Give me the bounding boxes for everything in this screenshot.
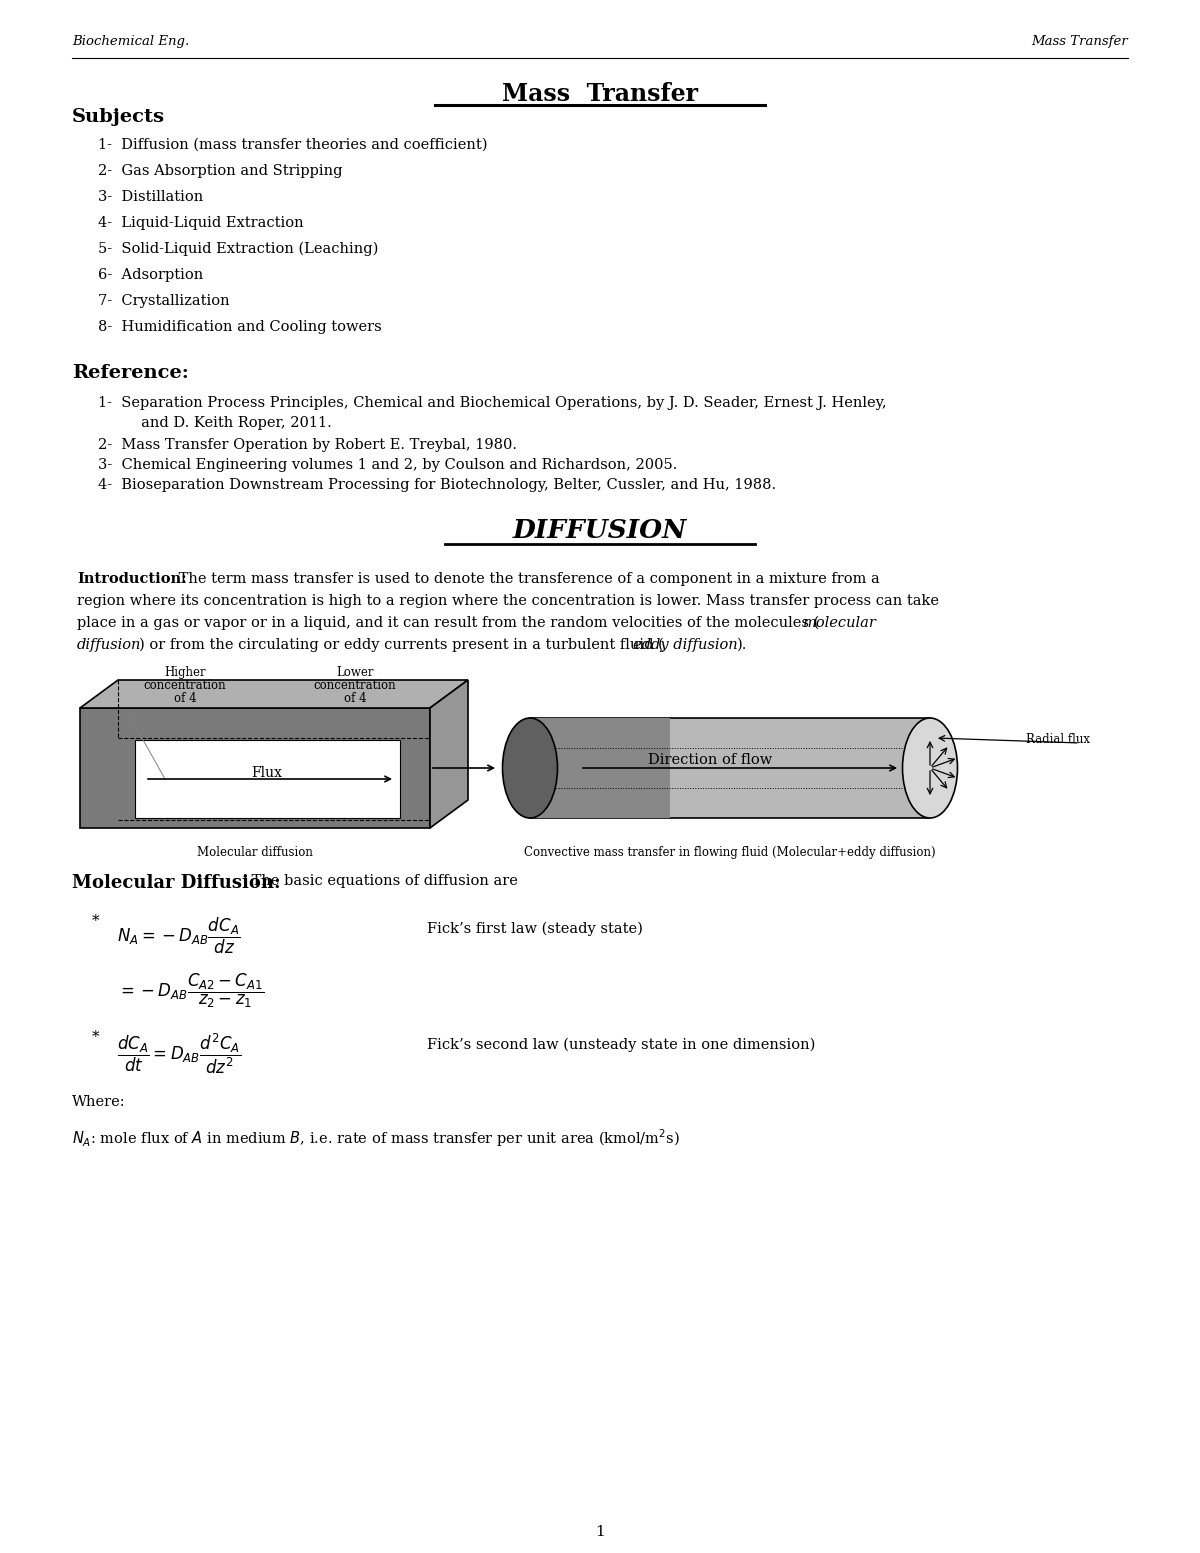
Text: $= -D_{AB}\dfrac{C_{A2}-C_{A1}}{z_{2}-z_{1}}$: $= -D_{AB}\dfrac{C_{A2}-C_{A1}}{z_{2}-z_… [118,972,264,1009]
Text: concentration: concentration [313,679,396,693]
Text: $N_{A} = -D_{AB}\dfrac{dC_{A}}{dz}$: $N_{A} = -D_{AB}\dfrac{dC_{A}}{dz}$ [118,916,240,957]
Ellipse shape [902,717,958,818]
Text: 1-  Diffusion (mass transfer theories and coefficient): 1- Diffusion (mass transfer theories and… [98,138,487,152]
Text: Introduction:: Introduction: [77,572,187,585]
Text: Radial flux: Radial flux [1026,733,1090,745]
Text: 5-  Solid-Liquid Extraction (Leaching): 5- Solid-Liquid Extraction (Leaching) [98,242,378,256]
Text: Direction of flow: Direction of flow [648,753,772,767]
Text: 3-  Distillation: 3- Distillation [98,189,203,203]
Text: 1: 1 [595,1525,605,1539]
Text: 4-  Bioseparation Downstream Processing for Biotechnology, Belter, Cussler, and : 4- Bioseparation Downstream Processing f… [98,478,776,492]
Bar [134,739,400,818]
Text: molecular: molecular [803,617,877,631]
Text: 3-  Chemical Engineering volumes 1 and 2, by Coulson and Richardson, 2005.: 3- Chemical Engineering volumes 1 and 2,… [98,458,677,472]
Text: Fick’s first law (steady state): Fick’s first law (steady state) [427,922,643,936]
Text: Where:: Where: [72,1095,126,1109]
Text: Molecular diffusion: Molecular diffusion [197,846,313,859]
Bar [530,717,930,818]
Text: *: * [92,1030,100,1044]
Text: 2-  Mass Transfer Operation by Robert E. Treybal, 1980.: 2- Mass Transfer Operation by Robert E. … [98,438,517,452]
Text: 7-  Crystallization: 7- Crystallization [98,294,229,307]
Text: place in a gas or vapor or in a liquid, and it can result from the random veloci: place in a gas or vapor or in a liquid, … [77,617,820,631]
Polygon shape [430,680,468,828]
Bar [530,717,670,818]
Text: Mass Transfer: Mass Transfer [1031,36,1128,48]
Text: $\dfrac{dC_{A}}{dt} = D_{AB}\dfrac{d^{2}C_{A}}{dz^{2}}$: $\dfrac{dC_{A}}{dt} = D_{AB}\dfrac{d^{2}… [118,1033,241,1076]
Text: Flux: Flux [252,766,282,780]
Text: Biochemical Eng.: Biochemical Eng. [72,36,190,48]
Text: 2-  Gas Absorption and Stripping: 2- Gas Absorption and Stripping [98,165,342,179]
Ellipse shape [503,717,558,818]
Text: Subjects: Subjects [72,109,166,126]
Text: The term mass transfer is used to denote the transference of a component in a mi: The term mass transfer is used to denote… [174,572,880,585]
Text: of 4: of 4 [343,693,366,705]
Text: region where its concentration is high to a region where the concentration is lo: region where its concentration is high t… [77,593,940,609]
Text: Molecular Diffusion:: Molecular Diffusion: [72,874,281,891]
Text: eddy diffusion: eddy diffusion [634,638,738,652]
Text: Fick’s second law (unsteady state in one dimension): Fick’s second law (unsteady state in one… [427,1037,815,1053]
Text: 6-  Adsorption: 6- Adsorption [98,269,203,283]
Text: *: * [92,915,100,929]
Text: Higher: Higher [164,666,206,679]
Polygon shape [80,680,468,708]
Text: 8-  Humidification and Cooling towers: 8- Humidification and Cooling towers [98,320,382,334]
Text: Mass  Transfer: Mass Transfer [502,82,698,106]
Text: Lower: Lower [336,666,373,679]
Polygon shape [80,708,430,828]
Text: Convective mass transfer in flowing fluid (Molecular+eddy diffusion): Convective mass transfer in flowing flui… [524,846,936,859]
Text: $N_{A}$: mole flux of $A$ in medium $B$, i.e. rate of mass transfer per unit are: $N_{A}$: mole flux of $A$ in medium $B$,… [72,1127,680,1149]
Text: 1-  Separation Process Principles, Chemical and Biochemical Operations, by J. D.: 1- Separation Process Principles, Chemic… [98,396,887,410]
Text: and D. Keith Roper, 2011.: and D. Keith Roper, 2011. [118,416,331,430]
Text: 4-  Liquid-Liquid Extraction: 4- Liquid-Liquid Extraction [98,216,304,230]
Text: of 4: of 4 [174,693,197,705]
Text: DIFFUSION: DIFFUSION [512,519,688,544]
Text: concentration: concentration [144,679,227,693]
Text: ) or from the circulating or eddy currents present in a turbulent fluid (: ) or from the circulating or eddy curren… [139,638,664,652]
Text: Reference:: Reference: [72,363,188,382]
Text: ).: ). [737,638,748,652]
Text: The basic equations of diffusion are: The basic equations of diffusion are [247,874,518,888]
Text: diffusion: diffusion [77,638,142,652]
